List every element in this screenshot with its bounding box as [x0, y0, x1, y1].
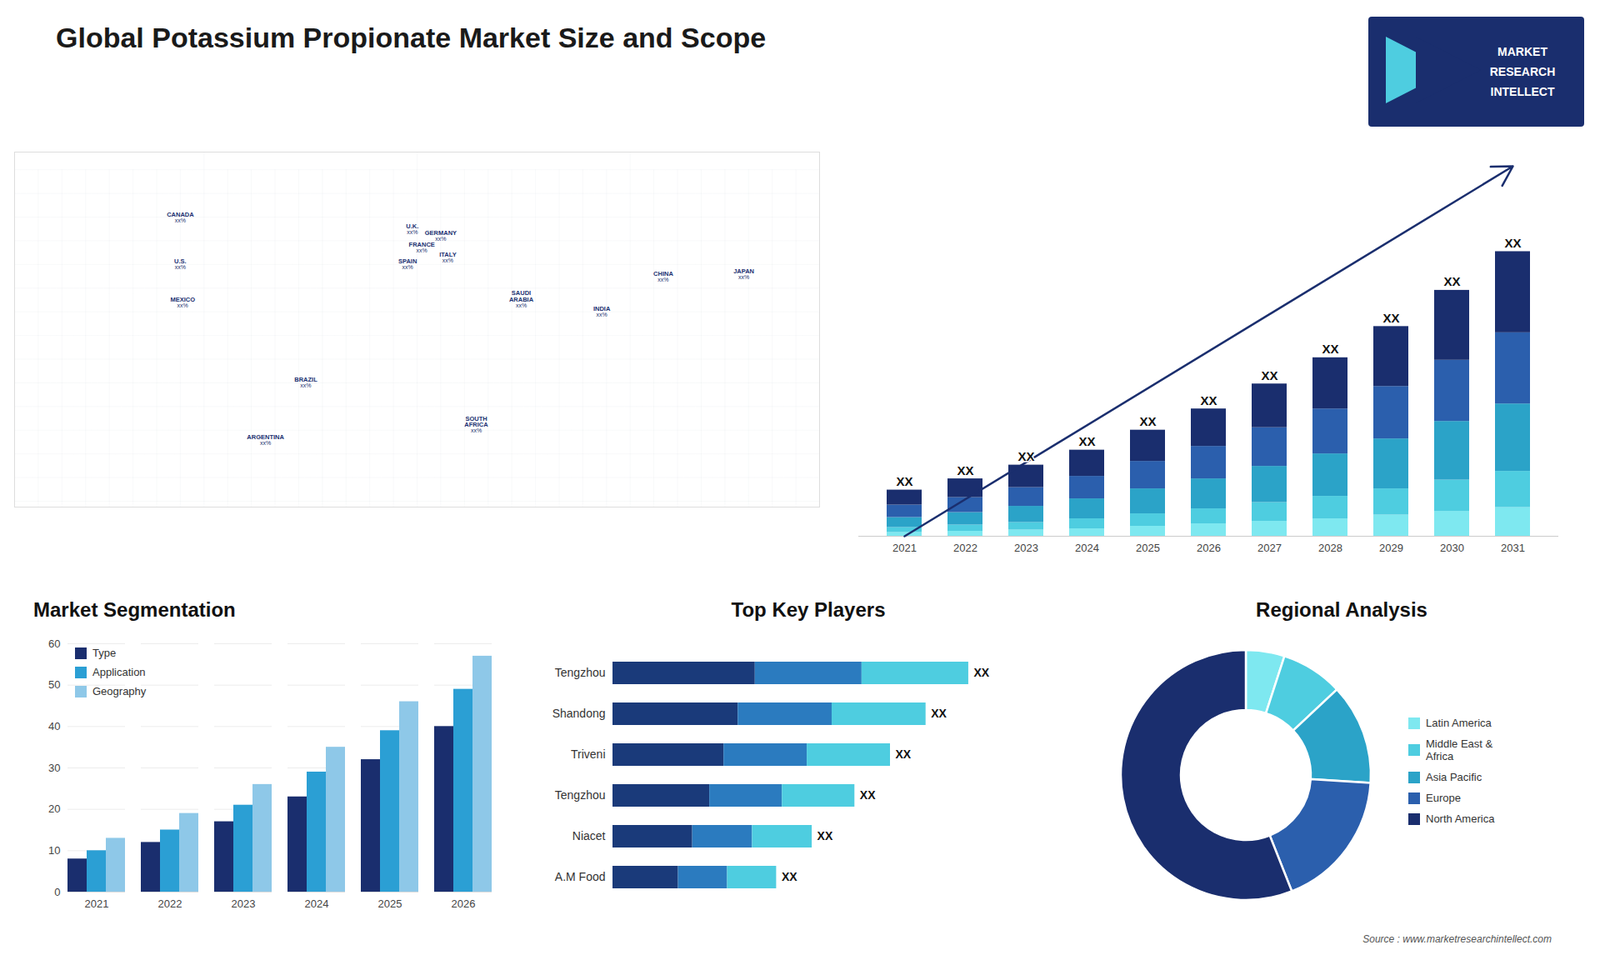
svg-text:GERMANY: GERMANY — [424, 229, 457, 237]
html-text:Top Key Players: Top Key Players — [731, 598, 886, 621]
svg-text:Shandong: Shandong — [552, 706, 606, 720]
svg-text:2031: 2031 — [1500, 541, 1525, 555]
svg-text:Triveni: Triveni — [570, 747, 606, 761]
svg-text:2022: 2022 — [158, 897, 183, 910]
svg-text:xx%: xx% — [175, 264, 186, 270]
html-text:Market Segmentation: Market Segmentation — [33, 598, 236, 621]
svg-text:60: 60 — [48, 637, 60, 650]
svg-text:SOUTHAFRICA: SOUTHAFRICA — [464, 415, 489, 430]
svg-text:2024: 2024 — [1075, 541, 1100, 555]
html-text:Europe: Europe — [1425, 791, 1461, 805]
svg-text:XX: XX — [1139, 414, 1156, 429]
svg-text:xx%: xx% — [300, 382, 311, 389]
svg-text:2030: 2030 — [1440, 541, 1465, 555]
svg-text:XX: XX — [895, 747, 912, 761]
svg-text:XX: XX — [1017, 449, 1035, 464]
html-text:Latin America: Latin America — [1425, 716, 1492, 730]
svg-text:0: 0 — [54, 885, 60, 899]
html-text:Source : www.marketresearchint: Source : www.marketresearchintellect.com — [1362, 933, 1552, 945]
svg-text:XX: XX — [1321, 341, 1339, 356]
svg-text:XX: XX — [860, 788, 876, 802]
svg-text:2026: 2026 — [451, 897, 476, 910]
svg-text:xx%: xx% — [175, 217, 186, 224]
svg-text:2027: 2027 — [1257, 541, 1282, 555]
svg-text:XX: XX — [1504, 235, 1521, 250]
svg-text:xx%: xx% — [442, 257, 454, 264]
svg-text:40: 40 — [48, 720, 60, 733]
html-text:North America: North America — [1425, 812, 1495, 825]
html-text:INTELLECT: INTELLECT — [1490, 85, 1555, 99]
svg-text:XX: XX — [817, 829, 834, 843]
svg-text:CANADA: CANADA — [166, 210, 194, 218]
svg-text:Niacet: Niacet — [572, 829, 606, 843]
svg-text:2025: 2025 — [378, 897, 403, 910]
svg-text:xx%: xx% — [416, 247, 428, 254]
svg-text:XX: XX — [973, 665, 990, 680]
svg-text:Tengzhou: Tengzhou — [555, 788, 606, 802]
svg-text:2022: 2022 — [953, 541, 978, 555]
svg-text:2023: 2023 — [231, 897, 256, 910]
svg-text:SPAIN: SPAIN — [398, 257, 417, 266]
svg-text:30: 30 — [48, 761, 60, 775]
html-text:Asia Pacific: Asia Pacific — [1425, 770, 1482, 784]
svg-text:XX: XX — [956, 463, 974, 478]
svg-text:xx%: xx% — [402, 264, 414, 270]
svg-text:2024: 2024 — [305, 897, 330, 910]
svg-text:10: 10 — [48, 844, 60, 857]
svg-text:xx%: xx% — [657, 276, 669, 283]
svg-text:ITALY: ITALY — [439, 250, 457, 259]
svg-text:INDIA: INDIA — [593, 305, 611, 313]
svg-text:xx%: xx% — [177, 302, 189, 309]
html-text:Geography: Geography — [92, 685, 147, 698]
svg-text:50: 50 — [48, 678, 60, 691]
svg-text:2021: 2021 — [85, 897, 110, 910]
html-text:MARKET: MARKET — [1497, 45, 1548, 59]
svg-text:FRANCE: FRANCE — [408, 241, 435, 249]
svg-text:ARGENTINA: ARGENTINA — [247, 433, 285, 441]
svg-text:CHINA: CHINA — [653, 269, 674, 278]
svg-text:xx%: xx% — [406, 229, 418, 235]
svg-text:Tengzhou: Tengzhou — [555, 665, 606, 680]
svg-text:XX: XX — [1078, 434, 1095, 449]
svg-text:XX: XX — [930, 706, 947, 720]
svg-text:XX: XX — [1382, 310, 1400, 325]
svg-text:xx%: xx% — [435, 235, 446, 242]
html-text:Type: Type — [92, 646, 116, 660]
svg-text:2026: 2026 — [1196, 541, 1221, 555]
svg-text:BRAZIL: BRAZIL — [294, 376, 318, 384]
html-text:Application: Application — [92, 665, 146, 679]
svg-text:SAUDIARABIA: SAUDIARABIA — [509, 289, 535, 304]
html-text:RESEARCH: RESEARCH — [1489, 65, 1556, 79]
svg-text:xx%: xx% — [515, 302, 527, 309]
html-text:Middle East & Africa: Middle East & Africa — [1425, 737, 1493, 763]
html-text:Global Potassium Propionate Ma: Global Potassium Propionate Market Size … — [55, 21, 766, 54]
svg-text:U.S.: U.S. — [174, 257, 187, 266]
svg-text:2023: 2023 — [1014, 541, 1039, 555]
svg-text:xx%: xx% — [738, 274, 750, 280]
svg-text:XX: XX — [781, 870, 798, 884]
svg-text:xx%: xx% — [595, 311, 607, 318]
svg-text:XX: XX — [1260, 368, 1278, 383]
svg-text:2025: 2025 — [1135, 541, 1160, 555]
html-text:Regional Analysis: Regional Analysis — [1255, 598, 1428, 621]
svg-text:xx%: xx% — [470, 427, 482, 434]
svg-text:XX: XX — [1443, 274, 1460, 289]
svg-text:20: 20 — [48, 802, 60, 815]
svg-text:MEXICO: MEXICO — [170, 295, 195, 304]
svg-text:2029: 2029 — [1379, 541, 1404, 555]
svg-text:U.K.: U.K. — [406, 222, 419, 230]
svg-text:A.M Food: A.M Food — [555, 870, 606, 884]
svg-text:JAPAN: JAPAN — [733, 267, 755, 275]
svg-text:2021: 2021 — [892, 541, 917, 555]
svg-text:XX: XX — [895, 474, 913, 489]
svg-text:XX: XX — [1200, 393, 1217, 408]
svg-text:xx%: xx% — [260, 440, 271, 446]
svg-text:2028: 2028 — [1318, 541, 1343, 555]
